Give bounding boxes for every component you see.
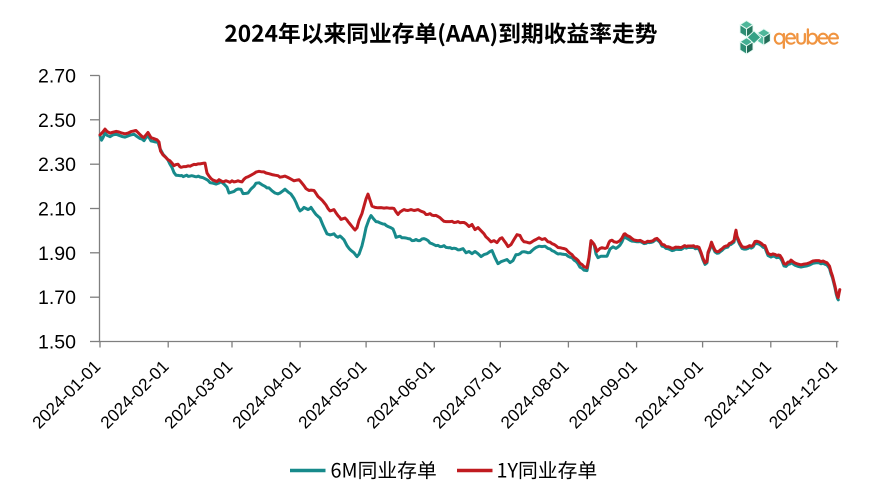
svg-text:1.50: 1.50 xyxy=(38,332,76,354)
svg-text:2.70: 2.70 xyxy=(38,66,76,88)
svg-text:1.70: 1.70 xyxy=(38,287,76,309)
svg-text:2.50: 2.50 xyxy=(38,110,76,132)
svg-text:1.90: 1.90 xyxy=(38,243,76,265)
svg-text:2.30: 2.30 xyxy=(38,154,76,176)
svg-text:2.10: 2.10 xyxy=(38,199,76,221)
